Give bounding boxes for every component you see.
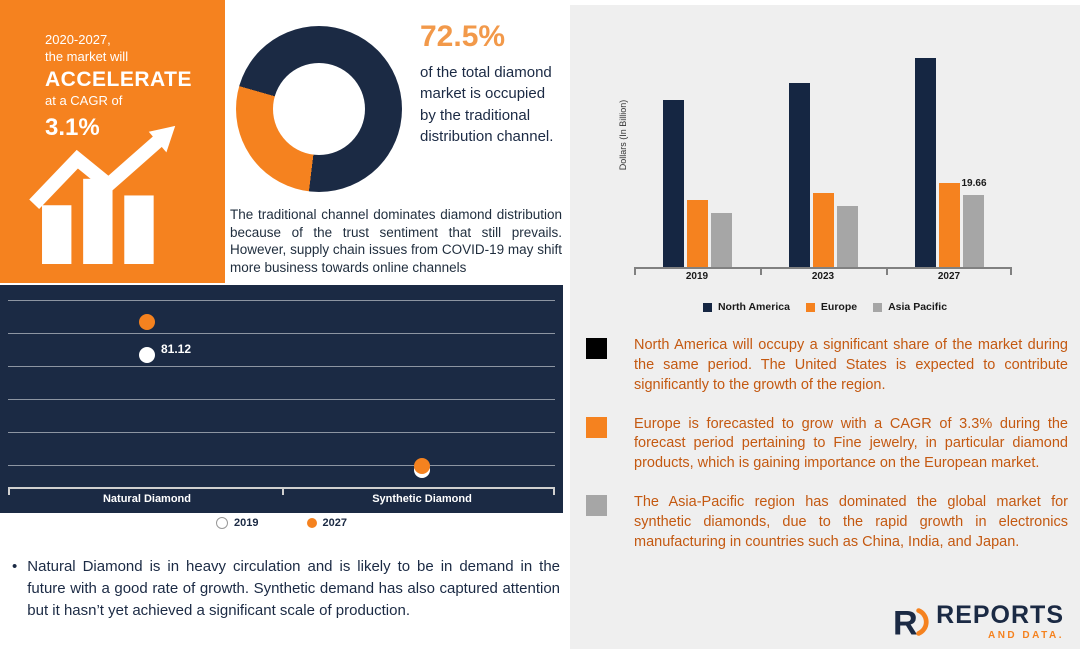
bar-group-2019 xyxy=(662,100,732,267)
dot-2027-natural-diamond xyxy=(139,314,155,331)
growth-chart-arrow-icon xyxy=(29,125,176,264)
reports-and-data-monogram-icon: R xyxy=(893,604,929,641)
bar-chart-x-labels: 2019 2023 2027 xyxy=(634,271,1012,282)
dot-value-label: 81.12 xyxy=(161,342,192,356)
x-label-2027: 2027 xyxy=(937,271,961,282)
bar-asia-pacific-2023 xyxy=(836,206,858,267)
cagr-line4: at a CAGR of xyxy=(45,93,123,109)
bar-europe-2019 xyxy=(686,200,708,267)
reports-and-data-logo: R REPORTS AND DATA. xyxy=(893,601,1064,642)
legend-item-north-america: North America xyxy=(702,301,790,313)
axis-tick xyxy=(282,487,284,495)
bar-chart-y-axis-label: Dollars (In Billion) xyxy=(618,99,628,171)
legend-swatch-asia-pacific xyxy=(873,302,883,312)
bar-asia-pacific-2019 xyxy=(710,213,732,267)
distribution-percent: 72.5% xyxy=(420,20,506,53)
cagr-value: 3.1% xyxy=(45,113,100,141)
legend-item-europe: Europe xyxy=(805,301,858,313)
legend-swatch-europe xyxy=(805,302,815,312)
gridline xyxy=(8,465,555,466)
bar-group-2023 xyxy=(788,83,858,267)
bullet-row-asia-pacific: The Asia-Pacific region has dominated th… xyxy=(586,493,1068,553)
axis-tick xyxy=(886,269,888,275)
bullet-row-europe: Europe is forecasted to grow with a CAGR… xyxy=(586,415,1068,475)
legend-dot-2019 xyxy=(216,517,229,529)
bullet-text-europe: Europe is forecasted to grow with a CAGR… xyxy=(634,415,1068,472)
gridline xyxy=(8,300,555,301)
svg-text:R: R xyxy=(893,604,918,641)
logo-tagline: AND DATA. xyxy=(987,630,1064,641)
gridline xyxy=(8,399,555,400)
distribution-section: 72.5% of the total diamond market is occ… xyxy=(228,0,563,283)
bar-asia-pacific-2027 xyxy=(962,195,984,267)
bullet-swatch-north-america xyxy=(586,338,607,359)
dot-2019-natural-diamond xyxy=(139,346,155,363)
distribution-donut-chart xyxy=(236,26,402,192)
bullet-row-north-america: North America will occupy a significant … xyxy=(586,336,1068,396)
legend-item-2019: 2019 xyxy=(216,517,259,529)
legend-item-asia-pacific: Asia Pacific xyxy=(873,301,947,313)
bar-north-america-2019 xyxy=(662,100,684,267)
legend-dot-2027 xyxy=(306,518,317,528)
regional-bar-chart: 19.66 xyxy=(634,45,1012,275)
regional-bullets: North America will occupy a significant … xyxy=(586,336,1068,572)
legend-label-north-america: North America xyxy=(717,301,790,313)
x-axis-line xyxy=(8,487,555,489)
category-label-natural-diamond: Natural Diamond xyxy=(102,493,191,505)
bullet-text-asia-pacific: The Asia-Pacific region has dominated th… xyxy=(634,494,1068,550)
donut-hole xyxy=(273,63,365,155)
axis-tick xyxy=(553,487,555,495)
legend-label-2019: 2019 xyxy=(234,517,259,529)
diamond-demand-dot-plot: Natural Diamond Synthetic Diamond 81.12 xyxy=(0,285,563,513)
legend-item-2027: 2027 xyxy=(306,517,347,529)
axis-tick xyxy=(634,269,636,275)
dot-2027-synthetic-diamond xyxy=(414,457,430,474)
cagr-line2: the market will xyxy=(45,48,129,64)
x-label-2023: 2023 xyxy=(811,271,835,282)
bar-europe-2027: 19.66 xyxy=(938,178,987,267)
logo-text: REPORTS AND DATA. xyxy=(936,601,1064,642)
axis-tick xyxy=(760,269,762,275)
bullet-text-north-america: North America will occupy a significant … xyxy=(634,337,1068,393)
regional-panel: Dollars (In Billion) 19.66 2019 2023 202… xyxy=(570,5,1080,649)
legend-label-asia-pacific: Asia Pacific xyxy=(888,301,948,313)
bullet-marker: • xyxy=(12,558,18,575)
bar-chart-legend: North America Europe Asia Pacific xyxy=(570,301,1080,313)
natural-diamond-note: • Natural Diamond is in heavy circulatio… xyxy=(12,556,560,621)
axis-tick xyxy=(1010,269,1012,275)
bar-north-america-2027 xyxy=(914,58,936,267)
gridline xyxy=(8,333,555,334)
cagr-callout: 2020-2027, the market will ACCELERATE at… xyxy=(0,0,225,283)
axis-tick xyxy=(8,487,10,495)
legend-swatch-north-america xyxy=(702,302,712,312)
legend-label-2027: 2027 xyxy=(322,517,347,529)
bullet-swatch-asia-pacific xyxy=(586,495,607,517)
cagr-text: 2020-2027, the market will ACCELERATE at… xyxy=(45,32,192,143)
logo-brand: REPORTS xyxy=(936,601,1064,629)
bar-group-2027: 19.66 xyxy=(914,58,987,267)
category-label-synthetic-diamond: Synthetic Diamond xyxy=(372,493,472,505)
distribution-stat: 72.5% of the total diamond market is occ… xyxy=(420,20,560,147)
cagr-period: 2020-2027, xyxy=(45,32,111,47)
note-text: Natural Diamond is in heavy circulation … xyxy=(27,558,560,619)
distribution-body: The traditional channel dominates diamon… xyxy=(230,207,562,275)
bullet-swatch-europe xyxy=(586,416,607,438)
gridline xyxy=(8,366,555,367)
bar-europe-2023 xyxy=(812,193,834,267)
bar-value-label: 19.66 xyxy=(961,178,987,189)
distribution-headline: of the total diamond market is occupied … xyxy=(420,64,554,145)
dot-plot-legend: 2019 2027 xyxy=(0,517,563,529)
cagr-accelerate: ACCELERATE xyxy=(45,67,192,91)
bar-north-america-2023 xyxy=(788,83,810,267)
gridline xyxy=(8,432,555,433)
legend-label-europe: Europe xyxy=(820,301,858,313)
x-label-2019: 2019 xyxy=(685,271,709,282)
